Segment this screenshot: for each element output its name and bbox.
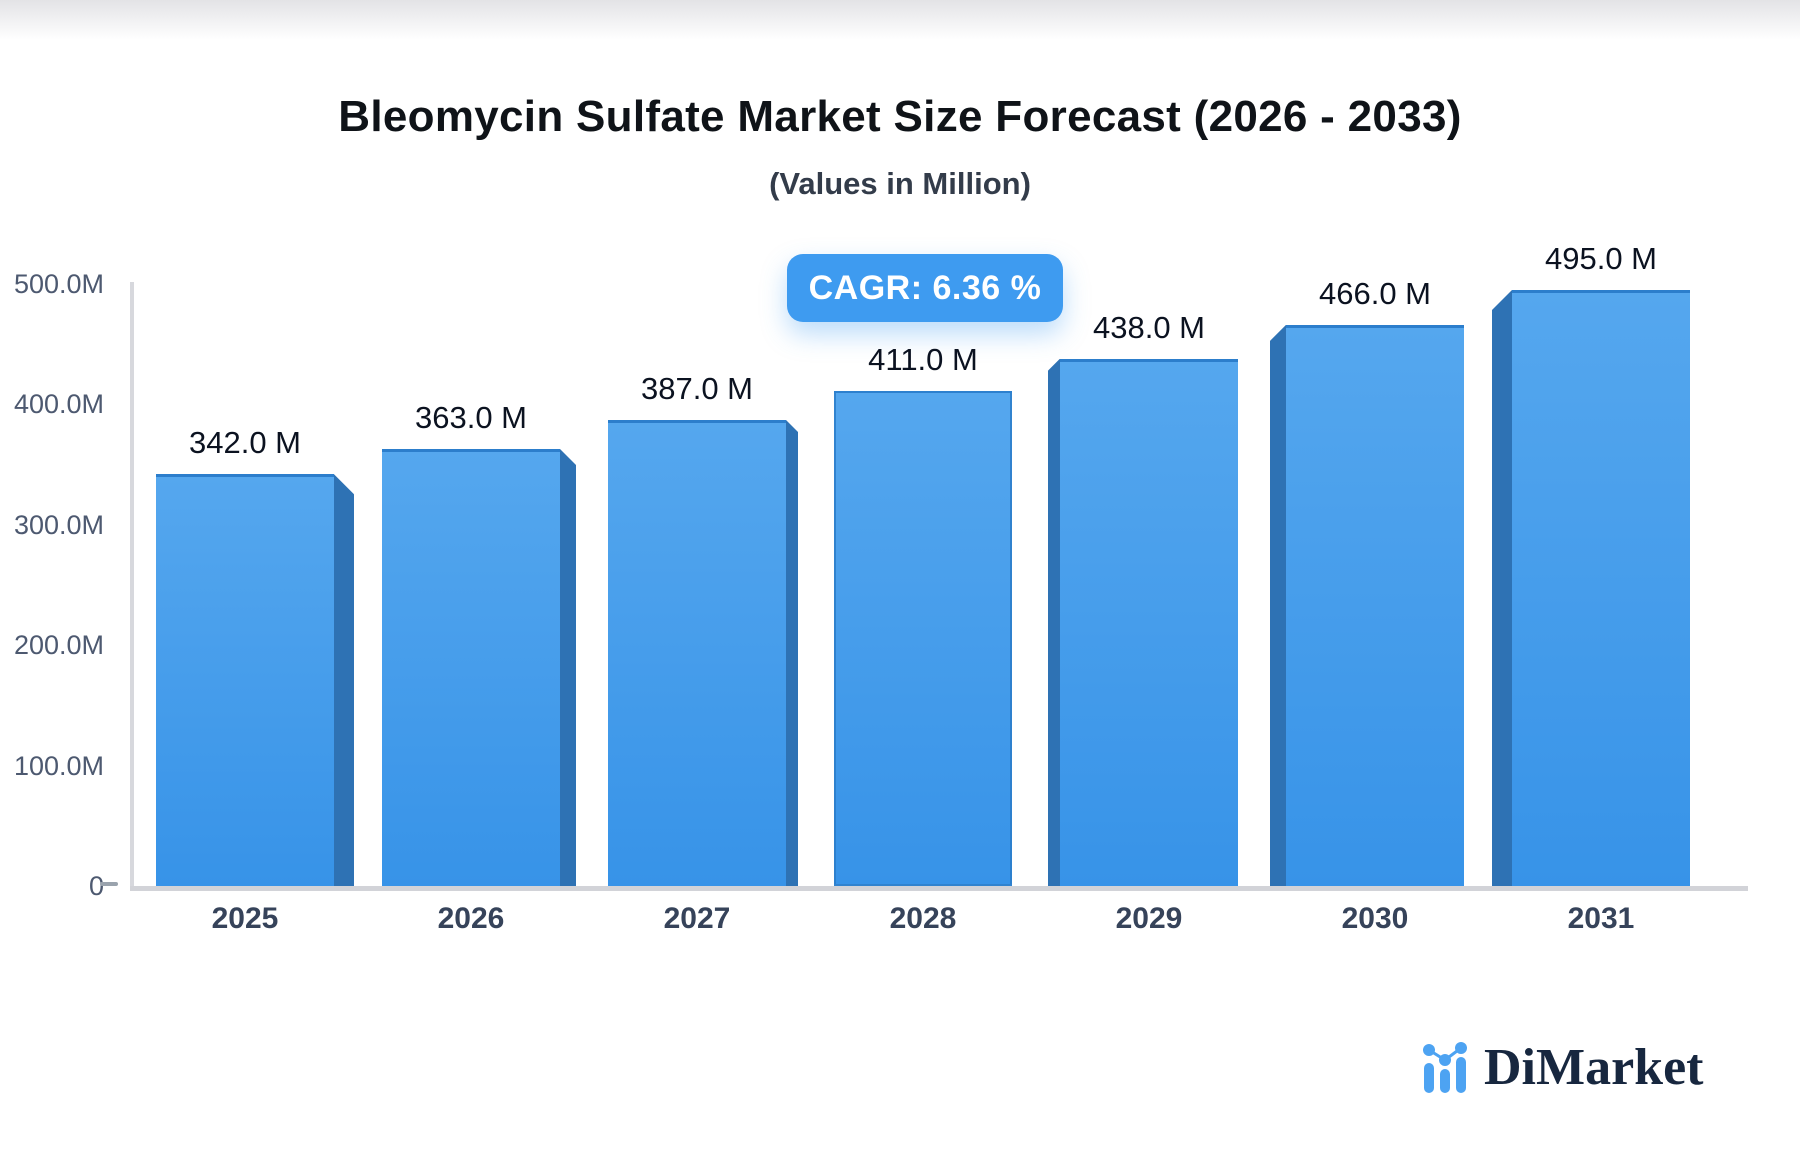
bar-side-panel-2030	[1270, 324, 1286, 886]
brand-logo: DiMarket	[1422, 1040, 1703, 1096]
x-axis-label-2031: 2031	[1567, 902, 1635, 935]
x-axis-line	[130, 886, 1748, 891]
x-axis-label-2028: 2028	[889, 902, 957, 935]
y-axis-line	[130, 282, 134, 888]
y-tick-200.0M: 200.0M	[13, 630, 104, 661]
bar-side-panel-2029	[1048, 358, 1060, 886]
x-axis-label-2025: 2025	[211, 902, 279, 935]
y-tick-500.0M: 500.0M	[13, 269, 104, 299]
chart-subtitle: (Values in Million)	[769, 166, 1031, 201]
bar-2031	[1512, 290, 1690, 886]
y-tick-zero-dash	[100, 882, 118, 886]
bar-value-label-2025: 342.0 M	[188, 425, 301, 461]
bar-side-panel-2031	[1492, 290, 1512, 886]
bar-2029	[1060, 358, 1238, 886]
bar-value-label-2029: 438.0 M	[1092, 309, 1205, 345]
top-fade-decoration	[0, 0, 1800, 40]
x-axis-label-2030: 2030	[1341, 902, 1409, 935]
y-tick-100.0M: 100.0M	[13, 750, 104, 781]
bar-2030	[1286, 324, 1464, 886]
cagr-badge: CAGR: 6.36 %	[787, 254, 1063, 322]
x-axis-label-2027: 2027	[663, 902, 731, 935]
bar-side-panel-2027	[786, 420, 798, 886]
y-tick-0: 0	[88, 871, 104, 901]
bar-value-label-2031: 495.0 M	[1544, 241, 1657, 277]
brand-name: DiMarket	[1484, 1039, 1704, 1096]
dimarket-logo-icon	[1423, 1042, 1467, 1093]
x-axis-label-2026: 2026	[437, 902, 505, 935]
bar-value-label-2028: 411.0 M	[868, 342, 978, 378]
bar-2026	[382, 448, 560, 886]
bar-2028	[834, 391, 1012, 886]
y-tick-400.0M: 400.0M	[13, 389, 104, 420]
x-axis-label-2029: 2029	[1115, 902, 1183, 935]
bar-2025	[156, 474, 334, 886]
bar-2027	[608, 420, 786, 886]
bar-value-label-2027: 387.0 M	[640, 371, 753, 407]
bar-side-panel-2025	[334, 474, 354, 886]
bar-value-label-2030: 466.0 M	[1318, 275, 1431, 311]
y-tick-300.0M: 300.0M	[13, 509, 104, 540]
chart-title: Bleomycin Sulfate Market Size Forecast (…	[338, 92, 1462, 141]
bar-side-panel-2026	[560, 448, 576, 886]
bar-value-label-2026: 363.0 M	[414, 399, 527, 435]
